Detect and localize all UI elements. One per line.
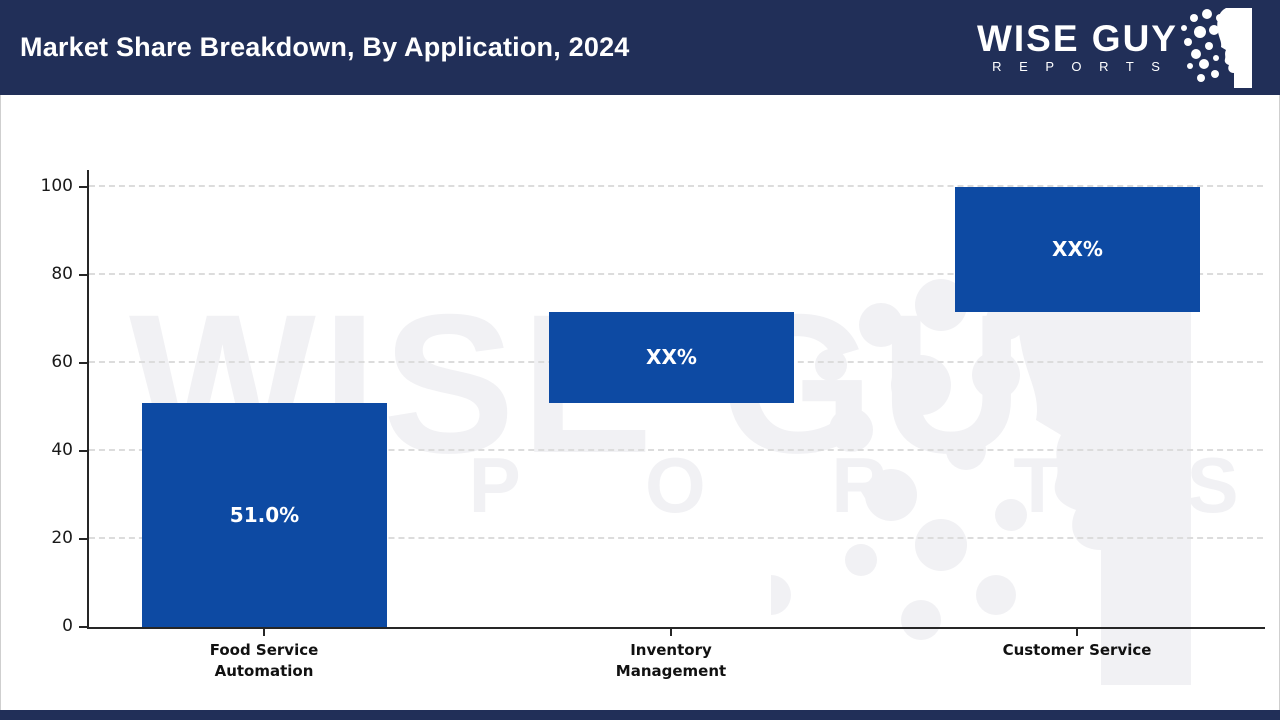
x-tick-mark [263,629,265,636]
footer-bar [0,710,1280,720]
bar-value-label: XX% [646,345,697,370]
bar-0: 51.0% [142,402,387,627]
y-tick-label-80: 80 [51,264,73,284]
face-profile-icon [1181,7,1252,88]
y-tick-mark [79,274,87,276]
bar-value-label: XX% [1052,237,1103,262]
x-category-label-2: Customer Service [1002,641,1152,659]
y-tick-label-60: 60 [51,352,73,372]
header-bar: Market Share Breakdown, By Application, … [0,0,1280,95]
y-tick-label-0: 0 [62,616,73,636]
logo-reports-text: R E P O R T S [992,59,1167,74]
gridline-40 [89,449,1263,451]
bar-1: XX% [549,311,794,403]
plot-area: 51.0% XX% XX% [89,185,1263,627]
x-tick-mark [670,629,672,636]
wise-guy-reports-logo: WISE GUY R E P O R T S [977,6,1252,90]
x-category-label-0: Food Service Automation [209,641,319,680]
y-tick-mark [79,186,87,188]
chart-title: Market Share Breakdown, By Application, … [20,32,630,62]
gridline-100 [89,185,1263,187]
x-category-label-1: Inventory Management [615,641,727,680]
y-axis-line [87,170,89,629]
x-axis-line [87,627,1265,629]
y-tick-mark [79,626,87,628]
y-tick-mark [79,538,87,540]
y-tick-label-40: 40 [51,440,73,460]
bar-value-label: 51.0% [229,502,300,527]
y-tick-mark [79,450,87,452]
y-tick-label-20: 20 [51,528,73,548]
logo-text: WISE GUY R E P O R T S [976,18,1178,74]
chart-canvas: WISE GU E P O R T S 51.0% XX% XX% 0 20 40 60 8… [0,95,1280,710]
gridline-20 [89,537,1263,539]
y-tick-label-100: 100 [40,176,73,196]
logo-name-text: WISE GUY [976,18,1178,59]
gridline-80 [89,273,1263,275]
x-tick-mark [1076,629,1078,636]
bar-2: XX% [955,187,1200,312]
y-tick-mark [79,362,87,364]
